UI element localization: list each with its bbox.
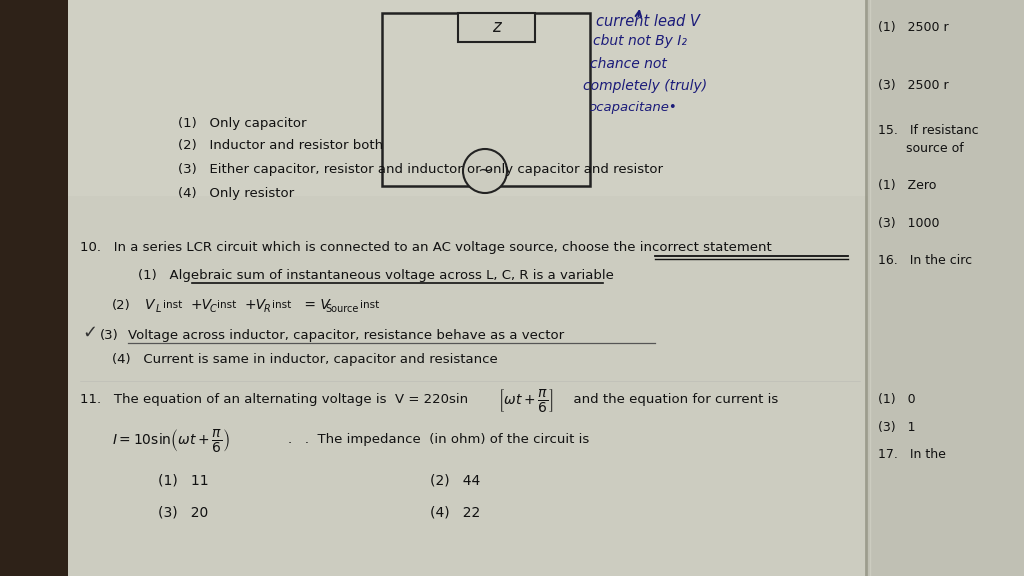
Text: (4)   Current is same in inductor, capacitor and resistance: (4) Current is same in inductor, capacit… (112, 354, 498, 366)
Text: (3): (3) (100, 328, 119, 342)
Text: +V: +V (191, 298, 212, 312)
Bar (68, 0, 868, 196)
Text: 10.   In a series LCR circuit which is connected to an AC voltage source, choose: 10. In a series LCR circuit which is con… (80, 241, 772, 255)
Text: (1)   Zero: (1) Zero (878, 180, 936, 192)
Text: R: R (264, 304, 270, 314)
Text: (3)   Either capacitor, resistor and inductor or only capacitor and resistor: (3) Either capacitor, resistor and induc… (178, 164, 663, 176)
Text: ɔcapacitane•: ɔcapacitane• (590, 101, 678, 115)
Text: 16.   In the circ: 16. In the circ (878, 253, 972, 267)
Text: (1)   Only capacitor: (1) Only capacitor (178, 116, 306, 130)
Bar (68, 0, 868, 576)
Text: ~: ~ (477, 162, 493, 180)
Text: and the equation for current is: and the equation for current is (565, 393, 778, 407)
Text: (2): (2) (112, 298, 131, 312)
Text: chance not: chance not (590, 57, 667, 71)
Text: C: C (210, 304, 217, 314)
Text: 15.   If resistanc: 15. If resistanc (878, 124, 979, 138)
Circle shape (463, 149, 507, 193)
Text: (1)   0: (1) 0 (878, 393, 915, 407)
Text: (3)   1: (3) 1 (878, 422, 915, 434)
Bar (382, 13, 590, 186)
Text: $\left[\omega t+\dfrac{\pi}{6}\right]$: $\left[\omega t+\dfrac{\pi}{6}\right]$ (498, 386, 553, 414)
Text: inst: inst (163, 300, 182, 310)
Text: inst: inst (272, 300, 291, 310)
Bar (868, 0, 1024, 576)
Text: completely (truly): completely (truly) (583, 79, 708, 93)
Text: $I=10\sin\!\left(\omega t+\dfrac{\pi}{6}\right)$: $I=10\sin\!\left(\omega t+\dfrac{\pi}{6}… (112, 426, 230, 453)
Text: V: V (145, 298, 155, 312)
Text: (3)   20: (3) 20 (158, 505, 208, 519)
Text: 11.   The equation of an alternating voltage is  V = 220sin: 11. The equation of an alternating volta… (80, 393, 468, 407)
Text: z: z (492, 18, 501, 36)
Bar (0, 0, 68, 576)
Text: (2)   Inductor and resistor both: (2) Inductor and resistor both (178, 139, 383, 153)
Text: .   .  The impedance  (in ohm) of the circuit is: . . The impedance (in ohm) of the circui… (288, 434, 589, 446)
Text: (3)   2500 r: (3) 2500 r (878, 79, 948, 93)
Text: (1)   2500 r: (1) 2500 r (878, 21, 948, 35)
Text: = V: = V (300, 298, 330, 312)
Text: (4)   Only resistor: (4) Only resistor (178, 188, 294, 200)
Bar (458, 13, 535, 42)
Text: (4)   22: (4) 22 (430, 505, 480, 519)
Text: Voltage across inductor, capacitor, resistance behave as a vector: Voltage across inductor, capacitor, resi… (128, 328, 564, 342)
Text: source of: source of (878, 142, 964, 154)
Text: (1)   Algebraic sum of instantaneous voltage across L, C, R is a variable: (1) Algebraic sum of instantaneous volta… (138, 268, 613, 282)
Text: 17.   In the: 17. In the (878, 448, 946, 460)
Text: inst: inst (360, 300, 379, 310)
Text: Source: Source (325, 304, 358, 314)
Text: ✓: ✓ (82, 324, 97, 342)
Text: (3)   1000: (3) 1000 (878, 218, 939, 230)
Text: +V: +V (245, 298, 266, 312)
Text: (1)   11: (1) 11 (158, 473, 209, 487)
Text: current lead V: current lead V (596, 13, 699, 28)
Text: cbut not By I₂: cbut not By I₂ (593, 34, 687, 48)
Text: inst: inst (217, 300, 237, 310)
Text: (2)   44: (2) 44 (430, 473, 480, 487)
Text: L: L (156, 304, 162, 314)
